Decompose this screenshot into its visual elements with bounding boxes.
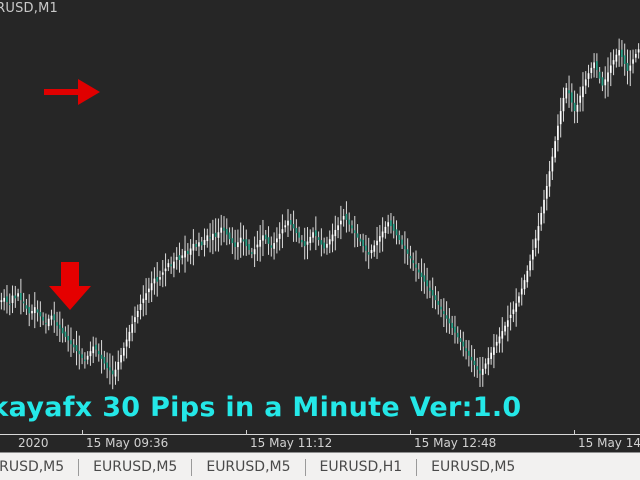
tab-separator — [416, 458, 418, 476]
chart-canvas[interactable]: EURUSD,M1 skayafx 30 Pips in a Minute Ve… — [0, 0, 640, 434]
chart-tab-1[interactable]: EURUSD,M5 — [93, 459, 178, 475]
tab-separator — [78, 458, 80, 476]
time-tick — [574, 430, 575, 435]
candlestick-plot — [0, 38, 640, 390]
chart-tab-bar[interactable]: EURUSD,M5 EURUSD,M5 EURUSD,M5 EURUSD,H1 EURU… — [0, 452, 640, 480]
arrow-down-icon — [49, 262, 91, 310]
chart-tab-0[interactable]: EURUSD,M5 — [0, 459, 65, 475]
time-axis: 2020 15 May 09:36 15 May 11:12 15 May 12:48… — [0, 430, 640, 453]
tab-separator — [191, 458, 193, 476]
ea-watermark-label: skayafx 30 Pips in a Minute Ver:1.0 — [0, 392, 522, 423]
chart-tab-4[interactable]: EURUSD,M5 — [431, 459, 516, 475]
time-tick — [82, 430, 83, 435]
chart-symbol-label: EURUSD,M1 — [0, 1, 58, 16]
time-axis-label: 15 May 12:48 — [414, 436, 497, 450]
chart-tab-2[interactable]: EURUSD,M5 — [206, 459, 291, 475]
tab-separator — [304, 458, 306, 476]
arrow-right-icon — [44, 79, 100, 105]
chart-tab-strip: EURUSD,M5 EURUSD,M5 EURUSD,M5 EURUSD,H1 EURU… — [0, 453, 529, 480]
time-axis-label: 15 May 09:36 — [86, 436, 169, 450]
time-axis-label: 2020 — [18, 436, 49, 450]
time-axis-label: 15 May 11:12 — [250, 436, 333, 450]
chart-tab-3[interactable]: EURUSD,H1 — [319, 459, 403, 475]
time-tick — [410, 430, 411, 435]
time-tick — [246, 430, 247, 435]
time-axis-label: 15 May 14:24 — [578, 436, 640, 450]
